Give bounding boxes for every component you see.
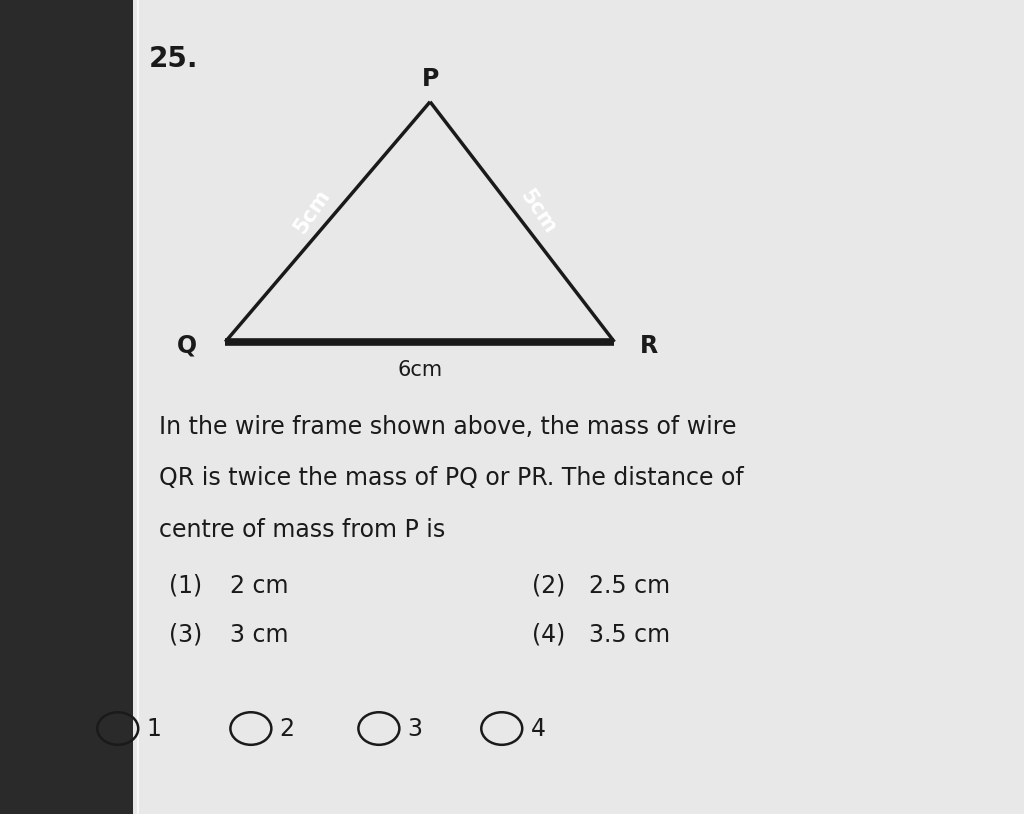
Text: 5cm: 5cm: [291, 186, 334, 238]
Text: 4: 4: [530, 716, 546, 741]
Text: (1): (1): [169, 574, 202, 597]
Text: QR is twice the mass of PQ or PR. The distance of: QR is twice the mass of PQ or PR. The di…: [159, 466, 743, 490]
Text: In the wire frame shown above, the mass of wire: In the wire frame shown above, the mass …: [159, 415, 736, 439]
Text: (4): (4): [532, 623, 565, 646]
Text: 3.5 cm: 3.5 cm: [589, 623, 670, 646]
Text: 25.: 25.: [148, 45, 198, 72]
Text: 1: 1: [146, 716, 162, 741]
Text: (2): (2): [532, 574, 565, 597]
Bar: [0, 0, 133, 814]
Text: 3 cm: 3 cm: [230, 623, 289, 646]
Text: 2.5 cm: 2.5 cm: [589, 574, 670, 597]
Text: 6cm: 6cm: [397, 361, 442, 380]
Text: (3): (3): [169, 623, 202, 646]
Bar: [133, 0, 1024, 814]
Text: 3: 3: [408, 716, 423, 741]
Text: Q: Q: [176, 334, 197, 358]
Text: 5cm: 5cm: [516, 186, 559, 238]
Text: P: P: [422, 67, 438, 91]
Text: R: R: [640, 334, 658, 358]
Text: 2 cm: 2 cm: [230, 574, 289, 597]
Text: centre of mass from P is: centre of mass from P is: [159, 518, 445, 541]
Text: 2: 2: [280, 716, 295, 741]
